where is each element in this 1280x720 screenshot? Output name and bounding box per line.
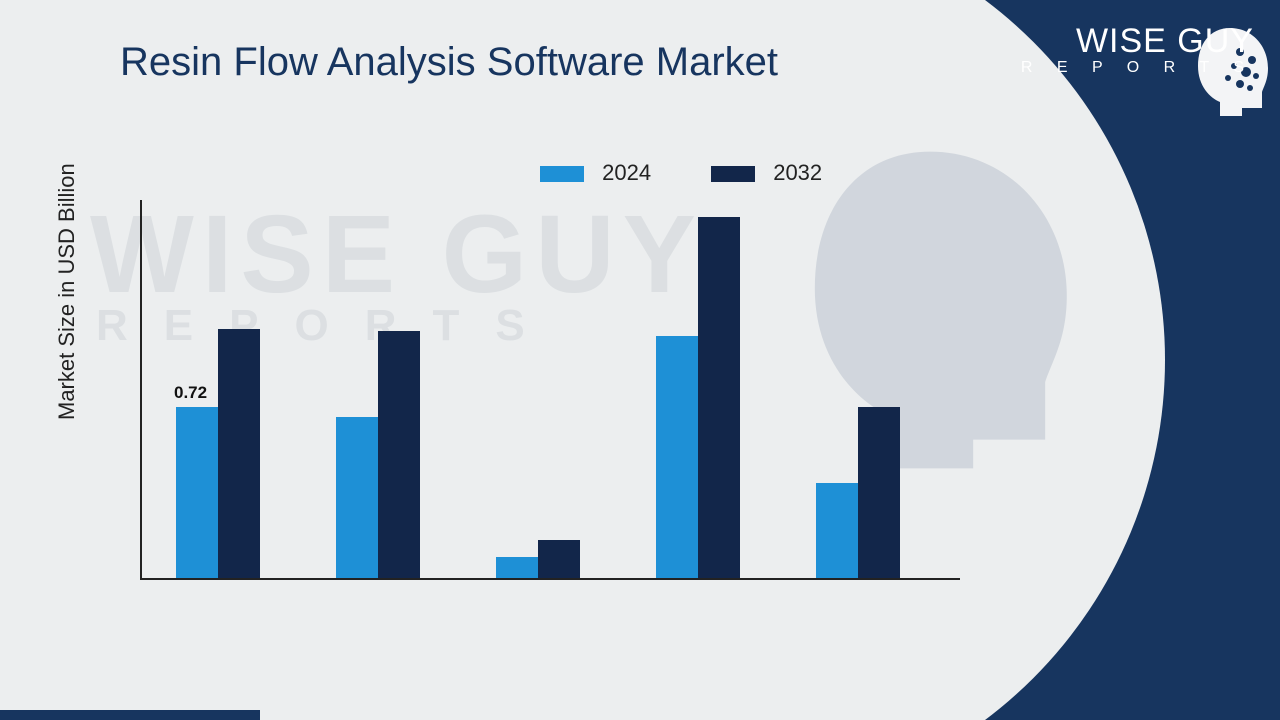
bar-2032: [698, 217, 740, 578]
legend-swatch-2032: [711, 166, 755, 182]
bar-2024: [816, 483, 858, 578]
brand-logo: WISE GUY R E P O R T S: [1021, 22, 1254, 77]
bar-2024: [336, 417, 378, 579]
footer-accent: [0, 710, 260, 720]
chart: 2024 2032 Market Size in USD Billion 0.7…: [60, 160, 960, 680]
bar-2024: [656, 336, 698, 578]
brand-line1: WISE GUY: [1021, 22, 1254, 61]
bar-2032: [378, 331, 420, 578]
bar-2032: [218, 329, 260, 578]
legend-item-2024: 2024: [540, 160, 651, 186]
chart-stage: WISE GUY R E P O R T S WISE GUY REPORTS …: [0, 0, 1280, 720]
plot-area: 0.72NORTHAMERICAEUROPESOUTHAMERICAASIAPA…: [140, 200, 960, 580]
y-axis-label: Market Size in USD Billion: [54, 163, 80, 420]
legend-label-2024: 2024: [602, 160, 651, 185]
chart-title: Resin Flow Analysis Software Market: [120, 40, 778, 85]
brand-line2: R E P O R T S: [1021, 59, 1254, 77]
bar-value-label: 0.72: [174, 383, 207, 403]
bar-2032: [538, 540, 580, 578]
legend-label-2032: 2032: [773, 160, 822, 185]
legend: 2024 2032: [540, 160, 822, 186]
legend-item-2032: 2032: [711, 160, 822, 186]
bar-2032: [858, 407, 900, 578]
bar-2024: [496, 557, 538, 578]
bar-2024: [176, 407, 218, 578]
legend-swatch-2024: [540, 166, 584, 182]
